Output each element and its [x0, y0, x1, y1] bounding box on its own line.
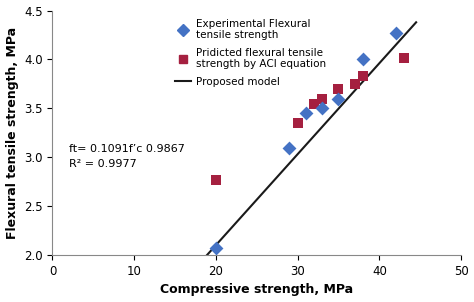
X-axis label: Compressive strength, MPa: Compressive strength, MPa: [160, 284, 353, 297]
Y-axis label: Flexural tensile strength, MPa: Flexural tensile strength, MPa: [6, 27, 18, 239]
Point: [302, 111, 310, 116]
Legend: Experimental Flexural
tensile strength, Pridicted flexural tensile
strength by A: Experimental Flexural tensile strength, …: [172, 16, 329, 90]
Point: [335, 86, 342, 91]
Point: [359, 74, 367, 79]
Text: ft= 0.1091f’c 0.9867: ft= 0.1091f’c 0.9867: [69, 144, 185, 155]
Point: [212, 177, 219, 182]
Point: [400, 55, 408, 60]
Point: [286, 145, 293, 150]
Text: R² = 0.9977: R² = 0.9977: [69, 159, 137, 169]
Point: [351, 82, 359, 86]
Point: [310, 101, 318, 106]
Point: [335, 96, 342, 101]
Point: [359, 57, 367, 62]
Point: [392, 31, 400, 35]
Point: [212, 246, 219, 251]
Point: [319, 96, 326, 101]
Point: [294, 121, 301, 126]
Point: [319, 106, 326, 111]
